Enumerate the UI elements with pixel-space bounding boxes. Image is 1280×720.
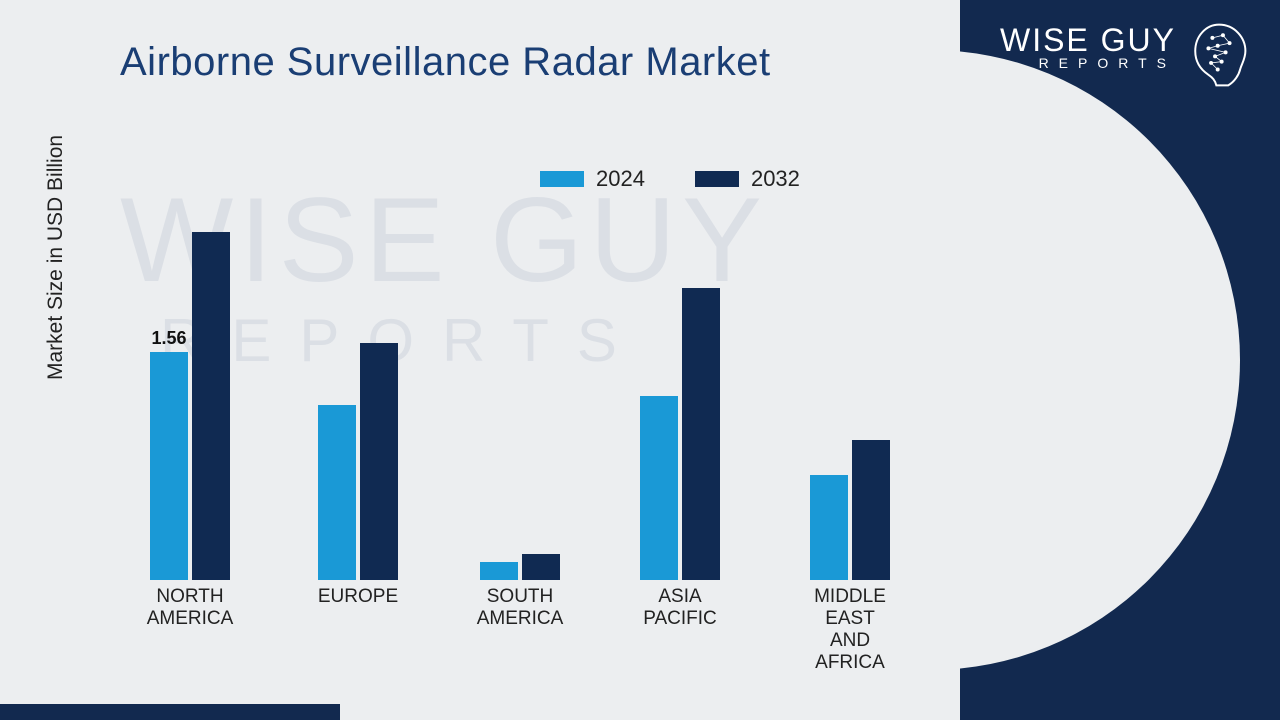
x-axis-label: NORTH AMERICA (120, 586, 260, 630)
bar-group (480, 554, 560, 580)
bar-group (640, 288, 720, 580)
bar-2032 (522, 554, 560, 580)
bar-group: 1.56 (150, 232, 230, 580)
bar-group (810, 440, 890, 580)
bar-2032 (682, 288, 720, 580)
bar-chart: 1.56 (110, 200, 950, 580)
logo-head-icon (1186, 22, 1252, 88)
bar-2024 (318, 405, 356, 580)
bar-value-label: 1.56 (151, 328, 186, 349)
bar-2032 (852, 440, 890, 580)
x-axis-label: MIDDLE EAST AND AFRICA (780, 586, 920, 673)
footer-accent (0, 704, 340, 720)
bar-2024 (480, 562, 518, 580)
y-axis-label: Market Size in USD Billion (44, 135, 68, 380)
bar-2032 (192, 232, 230, 580)
bar-2024 (640, 396, 678, 580)
x-axis-label: ASIA PACIFIC (610, 586, 750, 630)
x-axis-label: SOUTH AMERICA (450, 586, 590, 630)
x-axis-label: EUROPE (288, 586, 428, 608)
bar-2024: 1.56 (150, 352, 188, 580)
legend: 2024 2032 (540, 166, 800, 192)
page: WISE GUY REPORTS Airborne Surveillance R… (0, 0, 1280, 720)
chart-title: Airborne Surveillance Radar Market (120, 40, 771, 85)
logo-line1: WISE GUY (1000, 22, 1176, 59)
legend-label-2032: 2032 (751, 166, 800, 192)
legend-item-2024: 2024 (540, 166, 645, 192)
bar-2024 (810, 475, 848, 580)
bar-group (318, 343, 398, 580)
legend-item-2032: 2032 (695, 166, 800, 192)
legend-label-2024: 2024 (596, 166, 645, 192)
legend-swatch-2024 (540, 171, 584, 187)
legend-swatch-2032 (695, 171, 739, 187)
bar-2032 (360, 343, 398, 580)
logo: WISE GUY REPORTS (1000, 22, 1252, 88)
